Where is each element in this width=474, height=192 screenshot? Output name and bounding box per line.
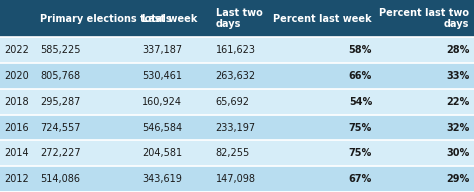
Text: 2012: 2012 [5,174,29,184]
Text: 343,619: 343,619 [142,174,182,184]
Text: 530,461: 530,461 [142,71,182,81]
Text: 2016: 2016 [5,123,29,133]
Text: 724,557: 724,557 [40,123,81,133]
Bar [0,141,474,166]
Text: 514,086: 514,086 [40,174,80,184]
Text: 337,187: 337,187 [142,45,182,55]
Bar [0,63,474,89]
Text: 67%: 67% [349,174,372,184]
Bar [0,89,474,115]
Text: 32%: 32% [446,123,469,133]
Text: Last two
days: Last two days [216,8,263,29]
Text: 54%: 54% [349,97,372,107]
Text: 272,227: 272,227 [40,148,81,158]
Text: 58%: 58% [349,45,372,55]
Text: 65,692: 65,692 [216,97,250,107]
Text: 82,255: 82,255 [216,148,250,158]
Text: Last week: Last week [142,14,198,24]
Text: 29%: 29% [446,174,469,184]
Text: 204,581: 204,581 [142,148,182,158]
Text: 75%: 75% [349,148,372,158]
Text: 33%: 33% [446,71,469,81]
Text: 147,098: 147,098 [216,174,255,184]
Text: 2020: 2020 [5,71,29,81]
Text: 233,197: 233,197 [216,123,256,133]
Text: 295,287: 295,287 [40,97,81,107]
Text: 2018: 2018 [5,97,29,107]
Text: 263,632: 263,632 [216,71,256,81]
Text: 66%: 66% [349,71,372,81]
Text: 2022: 2022 [5,45,29,55]
Text: Primary elections totals: Primary elections totals [40,14,172,24]
Bar [0,0,474,37]
Bar [0,115,474,141]
Text: 22%: 22% [446,97,469,107]
Text: 75%: 75% [349,123,372,133]
Text: 30%: 30% [446,148,469,158]
Text: 546,584: 546,584 [142,123,182,133]
Text: Percent last week: Percent last week [273,14,372,24]
Text: 585,225: 585,225 [40,45,81,55]
Bar [0,37,474,63]
Text: 161,623: 161,623 [216,45,255,55]
Text: 2014: 2014 [5,148,29,158]
Text: Percent last two
days: Percent last two days [379,8,469,29]
Text: 28%: 28% [446,45,469,55]
Text: 160,924: 160,924 [142,97,182,107]
Bar [0,166,474,192]
Text: 805,768: 805,768 [40,71,81,81]
